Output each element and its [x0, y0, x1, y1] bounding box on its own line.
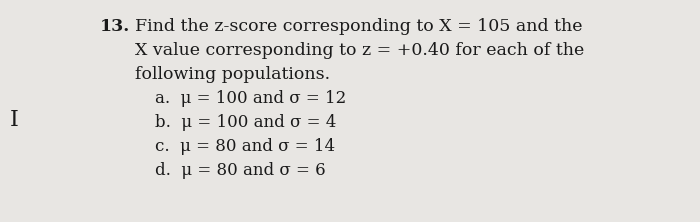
Text: I: I	[10, 109, 19, 131]
Text: Find the z-score corresponding to X = 105 and the: Find the z-score corresponding to X = 10…	[135, 18, 582, 35]
Text: X value corresponding to z = +0.40 for each of the: X value corresponding to z = +0.40 for e…	[135, 42, 584, 59]
Text: 13.: 13.	[100, 18, 130, 35]
Text: a.  μ = 100 and σ = 12: a. μ = 100 and σ = 12	[155, 90, 346, 107]
Text: c.  μ = 80 and σ = 14: c. μ = 80 and σ = 14	[155, 138, 335, 155]
Text: following populations.: following populations.	[135, 66, 330, 83]
Text: d.  μ = 80 and σ = 6: d. μ = 80 and σ = 6	[155, 162, 326, 179]
Text: b.  μ = 100 and σ = 4: b. μ = 100 and σ = 4	[155, 114, 337, 131]
